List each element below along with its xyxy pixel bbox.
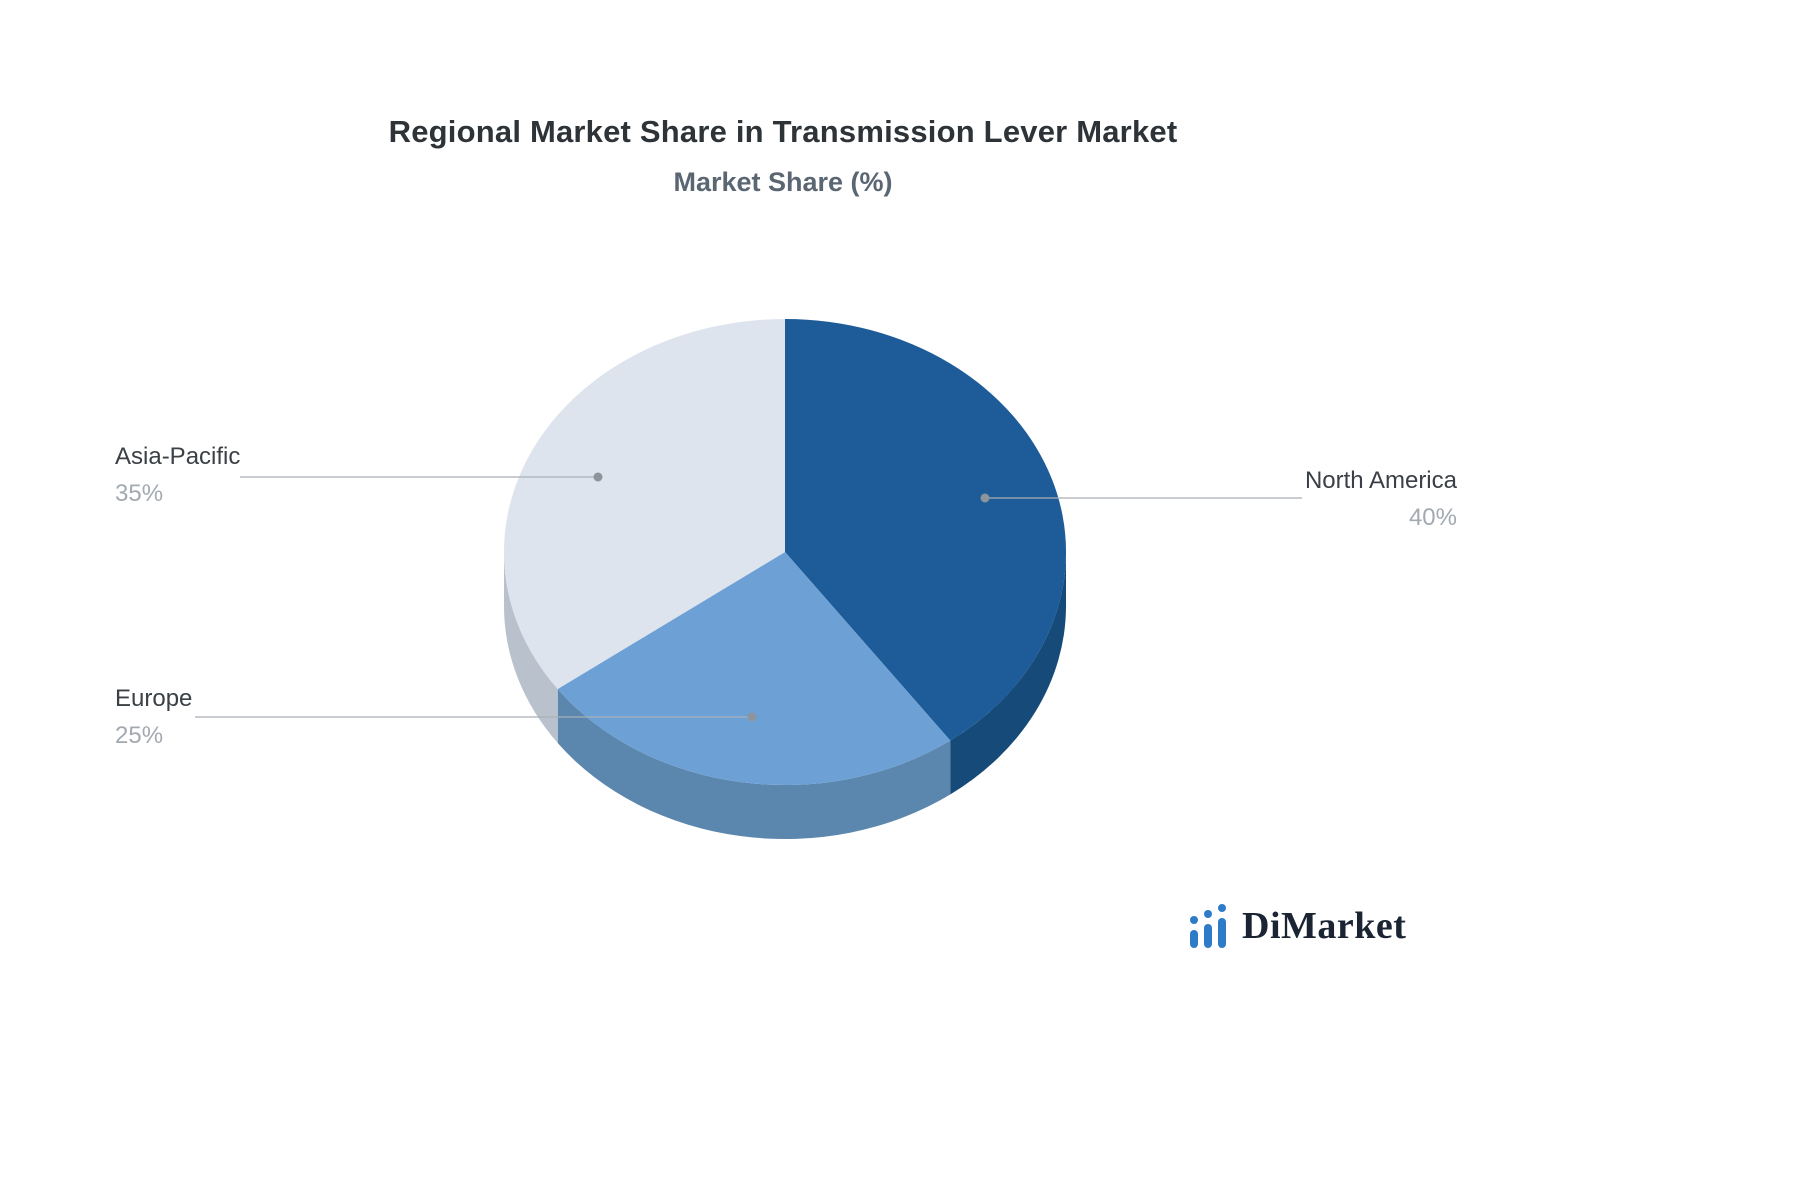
label-europe: Europe: [115, 685, 193, 712]
leader-dot-asia-pacific: [593, 472, 603, 482]
value-europe: 25%: [115, 722, 164, 749]
pie-slice-north-america[interactable]: [785, 318, 1067, 741]
pie-side-north-america: [950, 552, 1066, 795]
label-asia-pacific: Asia-Pacific: [115, 443, 241, 470]
bar-chart-icon: [1190, 904, 1226, 948]
chart-subtitle: Market Share (%): [673, 167, 893, 197]
pie-slice-europe[interactable]: [557, 552, 951, 786]
pie-side-asia-pacific: [504, 552, 558, 743]
leader-dot-europe: [747, 712, 757, 722]
leader-dot-north-america: [980, 493, 990, 503]
chart-header: Regional Market Share in Transmission Le…: [0, 114, 1566, 198]
brand-logo: DiMarket: [1186, 904, 1406, 948]
pie-slice-asia-pacific[interactable]: [503, 319, 785, 689]
pie-side-europe: [557, 689, 951, 840]
value-asia-pacific: 35%: [115, 480, 164, 507]
label-north-america: North America: [1304, 467, 1457, 494]
chart-title: Regional Market Share in Transmission Le…: [388, 114, 1178, 149]
brand-name: DiMarket: [1242, 905, 1407, 947]
value-north-america: 40%: [1408, 504, 1457, 531]
